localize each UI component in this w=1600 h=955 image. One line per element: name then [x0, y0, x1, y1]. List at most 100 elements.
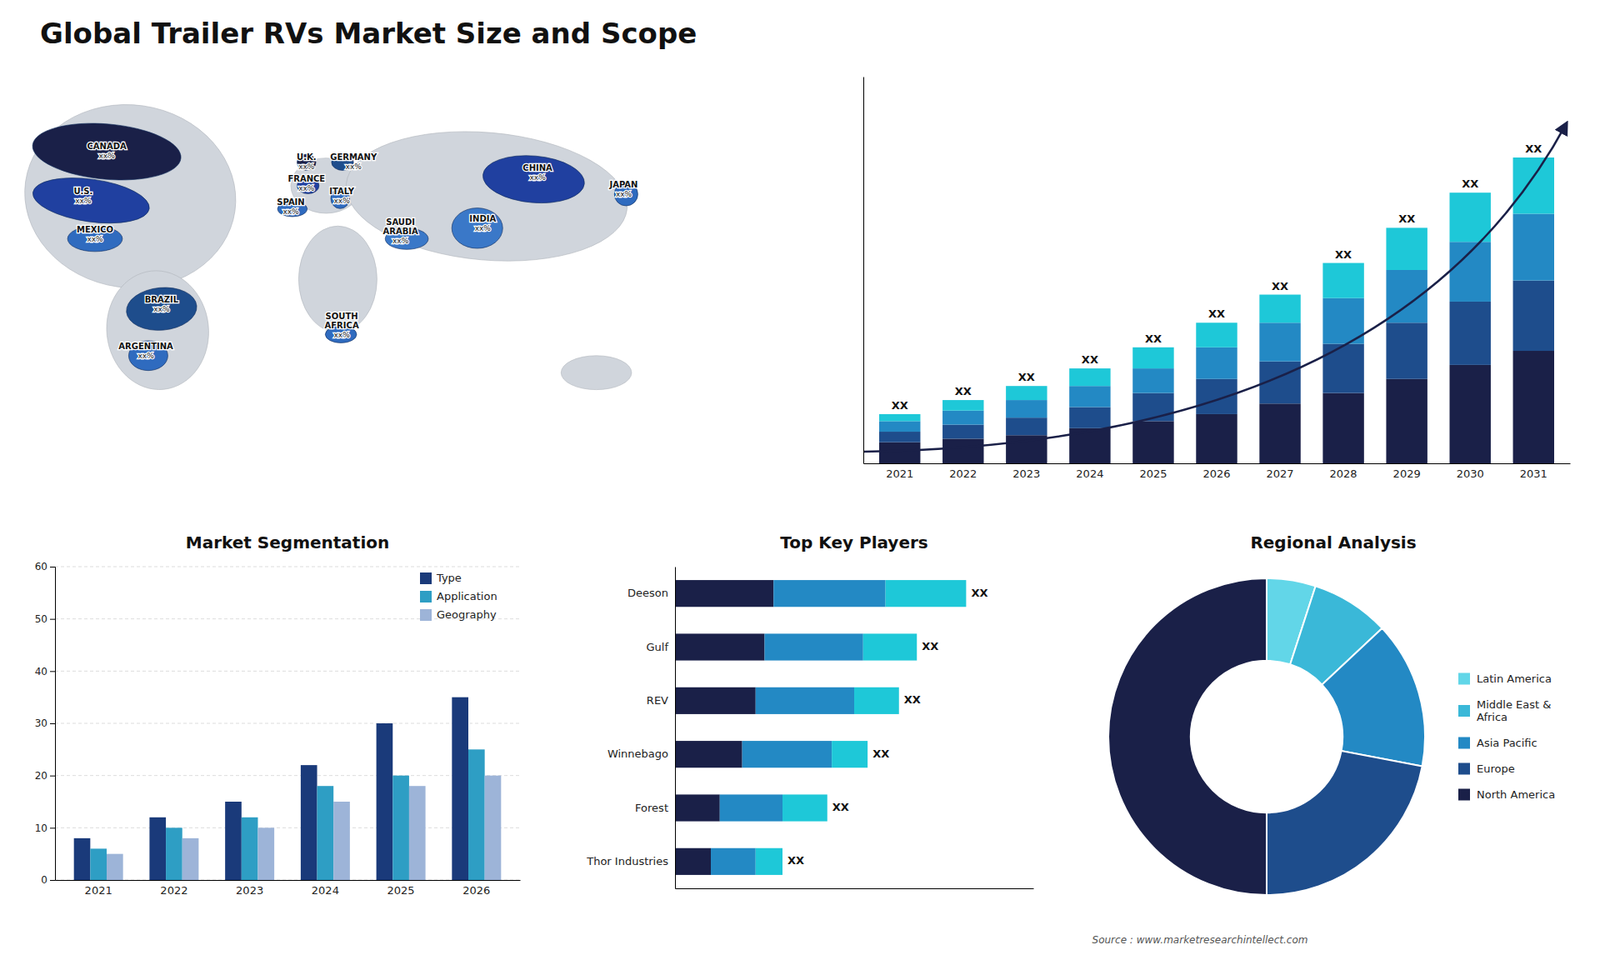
tick-label: 2024 — [311, 884, 340, 897]
bar — [885, 580, 967, 607]
tick: Thor Industries — [585, 855, 669, 868]
tick-label: 2025 — [1139, 467, 1167, 480]
bar — [165, 827, 183, 880]
country-label: INDIA — [469, 214, 496, 224]
tick-label: 2031 — [1520, 467, 1548, 480]
country-share: xx% — [333, 196, 350, 205]
tick-label: Winnebago — [607, 747, 669, 760]
tick-label: 2022 — [949, 467, 977, 480]
tick: 2026 — [1202, 467, 1230, 480]
tick: 2023 — [235, 884, 264, 897]
tick: 30 — [35, 717, 55, 730]
tick: 10 — [35, 822, 55, 835]
tick-label: 60 — [35, 560, 48, 573]
page-title: Global Trailer RVs Market Size and Scope — [40, 16, 697, 50]
bar — [854, 687, 900, 715]
tick-label: 20 — [35, 770, 48, 782]
tick: Gulf — [645, 640, 669, 654]
text-line: Asia Pacific — [1476, 735, 1538, 749]
text-line: SOUTH — [325, 311, 359, 321]
text-line: North America — [1476, 787, 1555, 800]
bar — [1005, 400, 1047, 418]
bar — [1449, 365, 1490, 464]
country-label: SAUDIARABIA — [382, 217, 419, 236]
series — [90, 749, 485, 880]
country-share: xx% — [392, 236, 410, 245]
bar — [675, 580, 774, 607]
continents — [12, 90, 633, 395]
data-label: XX — [970, 586, 988, 600]
legend-label: Application — [436, 590, 498, 603]
country-label: GERMANY — [330, 152, 378, 162]
tick: Forest — [635, 801, 669, 815]
country-label: ARGENTINA — [118, 341, 174, 351]
tick: 2031 — [1520, 467, 1548, 480]
marks — [879, 157, 1555, 464]
marks — [74, 697, 502, 880]
data-label: XX — [1271, 280, 1289, 293]
tick: 0 — [40, 874, 55, 886]
category-axis: 202120222023202420252026 — [55, 880, 521, 898]
legend-item: Application — [420, 590, 498, 604]
tick: 2022 — [949, 467, 977, 480]
tick-label: 2024 — [1075, 467, 1104, 480]
bar — [720, 794, 783, 821]
bar — [317, 785, 335, 880]
countries — [30, 117, 638, 370]
legend-label: Europe — [1476, 761, 1515, 775]
legend-label: Type — [435, 571, 462, 585]
tick: 60 — [35, 560, 55, 573]
bar — [1195, 322, 1237, 348]
text-line: INDIA — [469, 214, 496, 224]
category-axis: 2021202220232024202520262027202820292030… — [864, 464, 1571, 481]
source-note: Source : www.marketresearchintellect.com — [1092, 934, 1309, 946]
tick: 20 — [35, 770, 55, 782]
bar — [1259, 403, 1300, 464]
axis-line — [864, 463, 1571, 465]
donut-chart — [1108, 578, 1425, 895]
text-line: Africa — [1476, 710, 1508, 723]
tick-label: 2026 — [1202, 467, 1230, 480]
grid-line — [55, 827, 520, 829]
country-share: xx% — [529, 173, 546, 182]
tick-label: Gulf — [645, 640, 669, 654]
grid-line — [55, 670, 520, 672]
chart-title: Top Key Players — [780, 532, 928, 553]
bar — [376, 723, 394, 880]
bar — [392, 775, 410, 880]
value-axis: 0102030405060 — [35, 560, 56, 886]
data-label: XX — [891, 399, 909, 412]
bar — [1259, 295, 1300, 324]
continent — [12, 90, 248, 301]
bar — [675, 848, 711, 875]
tick: Deeson — [627, 586, 669, 600]
bar — [225, 801, 242, 880]
legend-item: Type — [420, 571, 462, 585]
text-line: GERMANY — [330, 152, 378, 162]
bar — [257, 827, 275, 880]
text-line: SPAIN — [276, 197, 305, 207]
bar — [1132, 420, 1174, 464]
marks — [675, 580, 966, 875]
legend-swatch — [1458, 789, 1470, 801]
text-line: ARABIA — [382, 226, 419, 236]
tick-label: 2026 — [462, 884, 490, 897]
bar — [90, 848, 107, 880]
slice — [1266, 750, 1423, 895]
bar — [879, 414, 920, 421]
tick: REV — [646, 694, 669, 707]
bar — [1005, 417, 1047, 435]
data-label: XX — [955, 385, 972, 398]
legend-swatch — [1458, 673, 1470, 685]
bar — [942, 400, 984, 411]
bar — [863, 633, 918, 660]
text-line: CANADA — [86, 141, 126, 151]
legend-label: North America — [1476, 787, 1555, 800]
bar — [831, 740, 868, 768]
bar — [1005, 385, 1047, 400]
text-line: Europe — [1476, 761, 1515, 775]
country-labels: CANADAxx%U.S.xx%MEXICOxx%BRAZILxx%ARGENT… — [73, 141, 638, 360]
bar — [1195, 347, 1237, 380]
country-share: xx% — [75, 196, 92, 205]
tick: 2021 — [85, 884, 113, 897]
